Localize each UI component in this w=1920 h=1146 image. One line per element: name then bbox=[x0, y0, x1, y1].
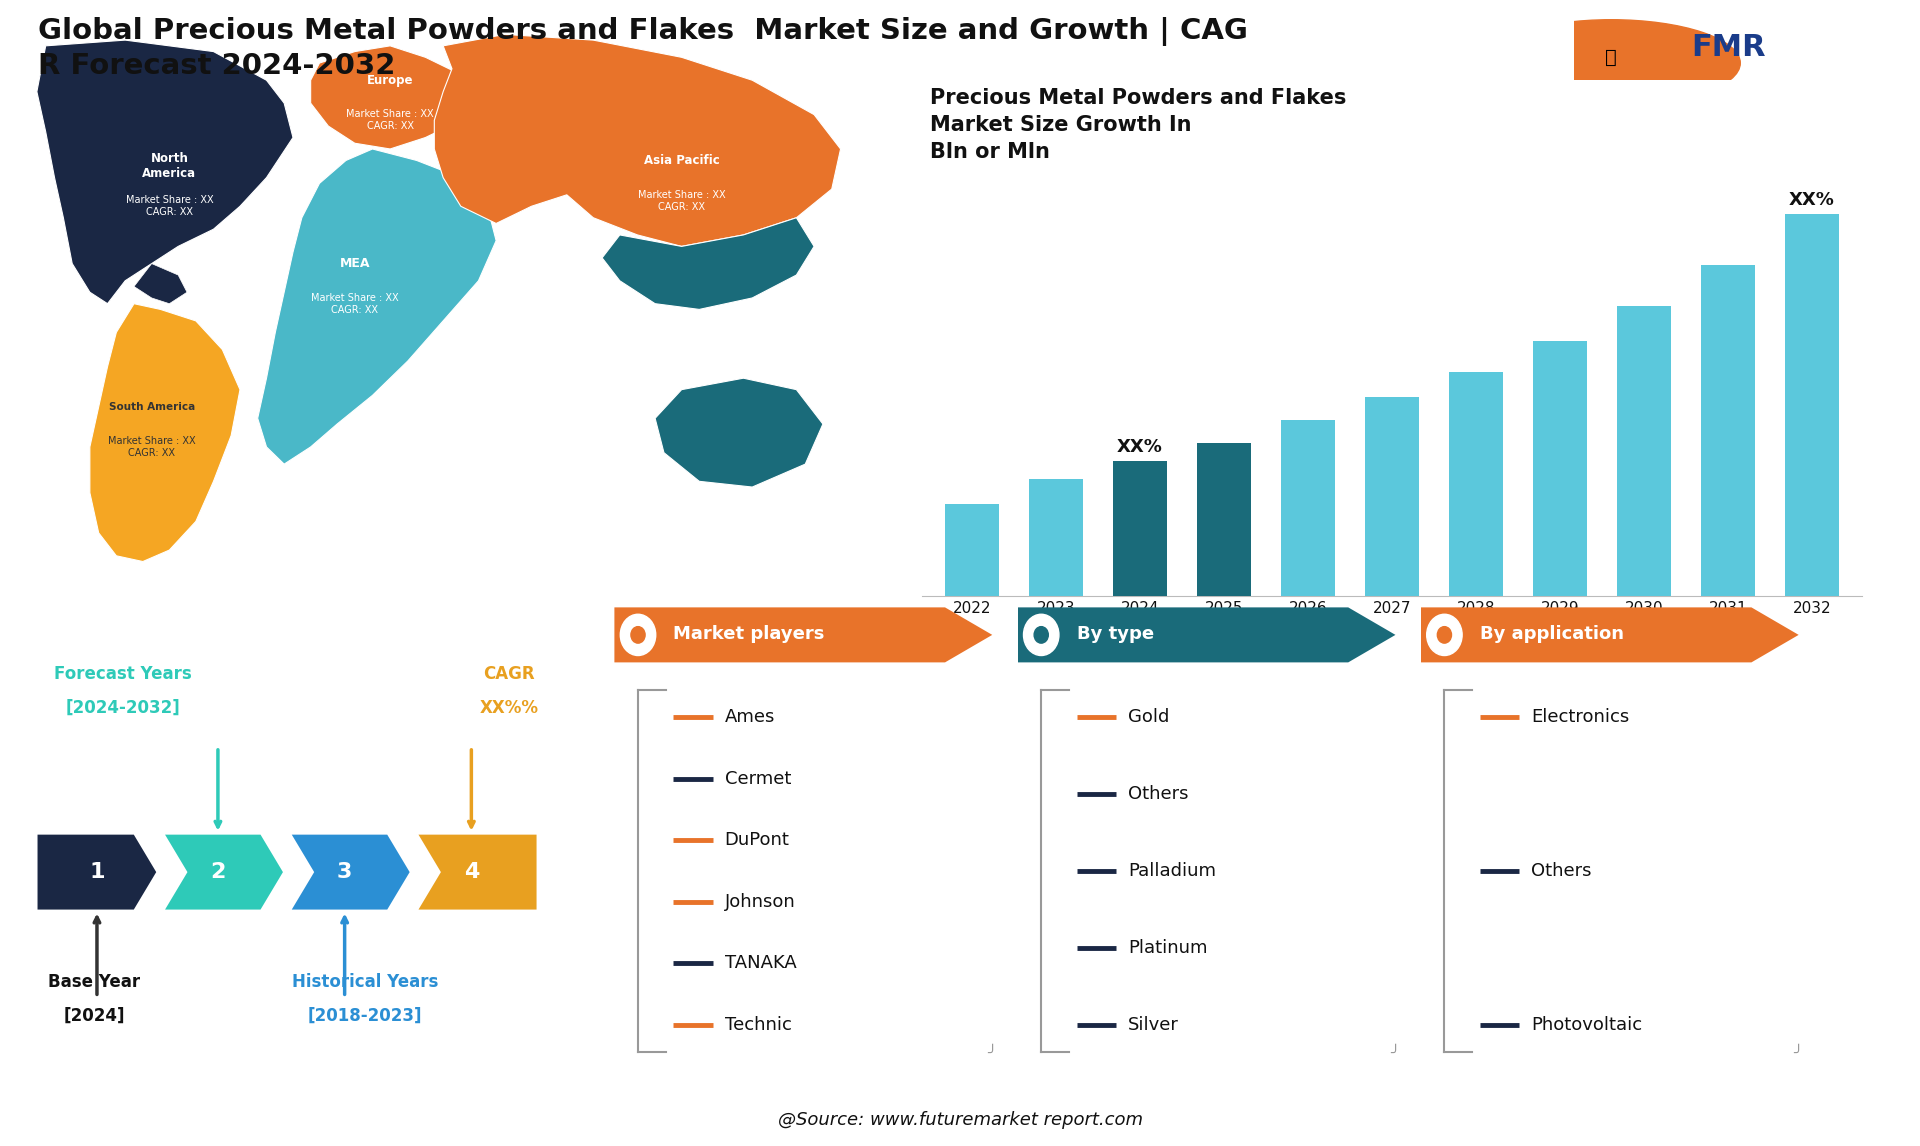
Text: Ames: Ames bbox=[724, 708, 776, 727]
Text: 1: 1 bbox=[88, 862, 106, 882]
Text: Others: Others bbox=[1530, 862, 1592, 880]
Bar bbox=[1450, 371, 1503, 596]
Text: Market Share : XX
CAGR: XX: Market Share : XX CAGR: XX bbox=[346, 109, 434, 132]
Bar bbox=[1701, 265, 1755, 596]
Text: TANAKA: TANAKA bbox=[724, 955, 797, 972]
Text: R Forecast 2024-2032: R Forecast 2024-2032 bbox=[38, 52, 396, 79]
Text: Precious Metal Powders and Flakes
Market Size Growth In
Bln or Mln: Precious Metal Powders and Flakes Market… bbox=[929, 88, 1346, 163]
Bar bbox=[1532, 342, 1588, 596]
Polygon shape bbox=[1018, 607, 1396, 662]
Text: Market Share : XX
CAGR: XX: Market Share : XX CAGR: XX bbox=[637, 189, 726, 212]
Text: ╯: ╯ bbox=[1390, 1046, 1400, 1061]
Text: South America: South America bbox=[109, 402, 194, 411]
Circle shape bbox=[1482, 19, 1740, 107]
Text: Silver: Silver bbox=[1127, 1015, 1179, 1034]
Polygon shape bbox=[90, 304, 240, 562]
Text: North
America: North America bbox=[142, 152, 196, 180]
Bar bbox=[1786, 214, 1839, 596]
Text: FUTURE MARKET REPORT: FUTURE MARKET REPORT bbox=[1692, 81, 1820, 91]
Text: Asia Pacific: Asia Pacific bbox=[643, 154, 720, 167]
Polygon shape bbox=[311, 46, 478, 149]
Text: Forecast Years: Forecast Years bbox=[54, 665, 192, 683]
Bar bbox=[945, 504, 998, 596]
Text: Electronics: Electronics bbox=[1530, 708, 1630, 727]
Bar bbox=[1114, 461, 1167, 596]
Text: Cermet: Cermet bbox=[724, 770, 791, 787]
Text: CAGR: CAGR bbox=[484, 665, 534, 683]
Text: Platinum: Platinum bbox=[1127, 939, 1208, 957]
Text: FMR: FMR bbox=[1692, 33, 1766, 62]
Polygon shape bbox=[417, 833, 538, 911]
Polygon shape bbox=[290, 833, 411, 911]
Text: Global Precious Metal Powders and Flakes  Market Size and Growth | CAG: Global Precious Metal Powders and Flakes… bbox=[38, 17, 1248, 46]
Text: MEA: MEA bbox=[340, 257, 371, 270]
Bar bbox=[1196, 444, 1252, 596]
Text: [2018-2023]: [2018-2023] bbox=[307, 1007, 422, 1025]
Text: Market Share : XX
CAGR: XX: Market Share : XX CAGR: XX bbox=[125, 195, 213, 218]
Text: Market players: Market players bbox=[674, 625, 826, 643]
Text: Others: Others bbox=[1127, 785, 1188, 803]
Circle shape bbox=[1438, 627, 1452, 643]
Text: Gold: Gold bbox=[1127, 708, 1169, 727]
Circle shape bbox=[632, 627, 645, 643]
Polygon shape bbox=[614, 607, 993, 662]
Text: Market Share : XX
CAGR: XX: Market Share : XX CAGR: XX bbox=[108, 435, 196, 458]
Text: XX%: XX% bbox=[1117, 438, 1164, 456]
Polygon shape bbox=[257, 149, 495, 464]
Text: Market Share : XX
CAGR: XX: Market Share : XX CAGR: XX bbox=[311, 292, 399, 315]
Bar bbox=[1365, 398, 1419, 596]
Text: [2024-2032]: [2024-2032] bbox=[65, 699, 180, 717]
Text: ╯: ╯ bbox=[987, 1046, 996, 1061]
Text: Europe: Europe bbox=[367, 73, 413, 87]
Text: By type: By type bbox=[1077, 625, 1154, 643]
Text: 🔍: 🔍 bbox=[1605, 48, 1617, 68]
Circle shape bbox=[1427, 614, 1463, 656]
Circle shape bbox=[1035, 627, 1048, 643]
Text: Historical Years: Historical Years bbox=[292, 973, 438, 991]
Polygon shape bbox=[134, 264, 186, 304]
Text: [2024]: [2024] bbox=[63, 1007, 125, 1025]
Polygon shape bbox=[36, 833, 157, 911]
Text: Palladium: Palladium bbox=[1127, 862, 1215, 880]
Text: XX%: XX% bbox=[1789, 191, 1836, 209]
Text: 3: 3 bbox=[336, 862, 353, 882]
Text: 2: 2 bbox=[209, 862, 227, 882]
Polygon shape bbox=[434, 34, 841, 246]
Text: Photovoltaic: Photovoltaic bbox=[1530, 1015, 1642, 1034]
Circle shape bbox=[1023, 614, 1060, 656]
Polygon shape bbox=[655, 378, 824, 487]
Text: Base Year: Base Year bbox=[48, 973, 140, 991]
Polygon shape bbox=[36, 40, 294, 304]
Text: Technic: Technic bbox=[724, 1015, 791, 1034]
Polygon shape bbox=[1421, 607, 1799, 662]
Text: @Source: www.futuremarket report.com: @Source: www.futuremarket report.com bbox=[778, 1110, 1142, 1129]
Text: DuPont: DuPont bbox=[724, 831, 789, 849]
Polygon shape bbox=[603, 218, 814, 309]
Bar bbox=[1029, 479, 1083, 596]
Text: Johnson: Johnson bbox=[724, 893, 795, 911]
Text: ╯: ╯ bbox=[1793, 1046, 1803, 1061]
Text: 4: 4 bbox=[463, 862, 480, 882]
Text: XX%%: XX%% bbox=[480, 699, 538, 717]
Bar bbox=[1617, 306, 1670, 596]
Bar bbox=[1281, 421, 1334, 596]
Circle shape bbox=[620, 614, 657, 656]
Text: By application: By application bbox=[1480, 625, 1624, 643]
Polygon shape bbox=[163, 833, 284, 911]
